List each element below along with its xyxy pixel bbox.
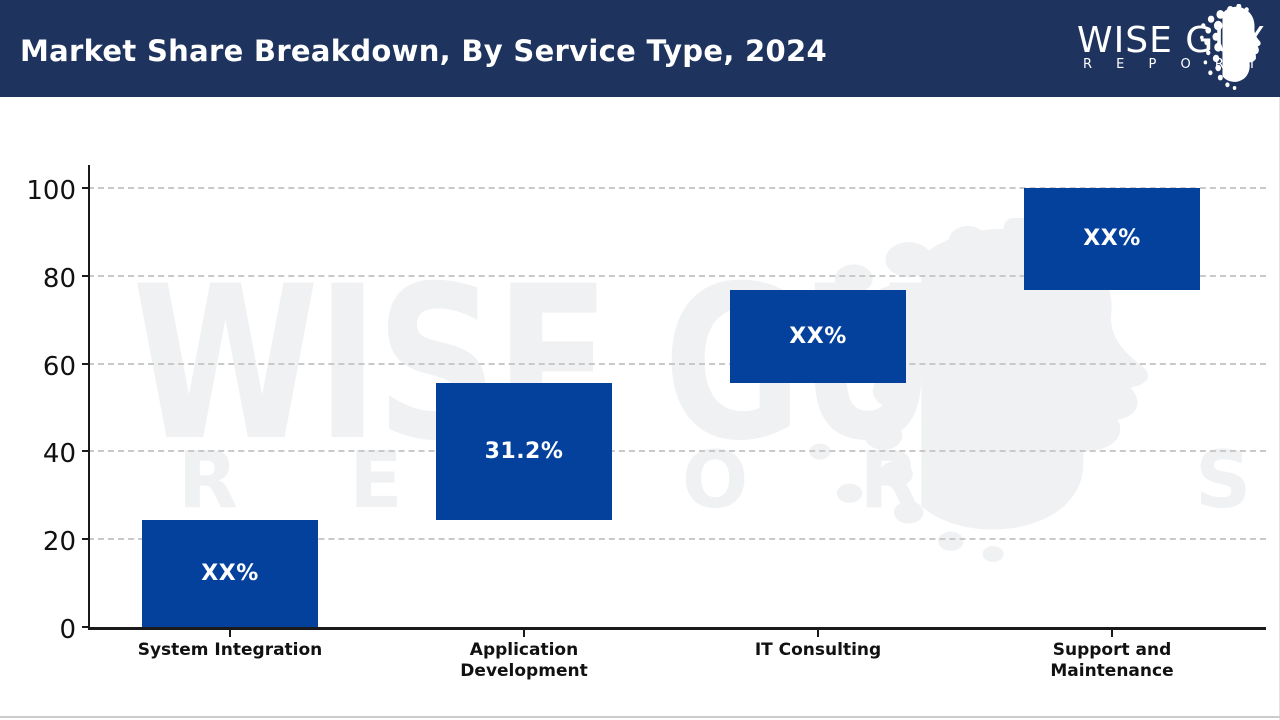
y-tick-label: 60 [42, 351, 76, 382]
y-tick-mark [82, 362, 88, 365]
chart-area: 0 20 40 60 80 100 XX% 31.2% XX% XX% System Integra… [0, 97, 1280, 720]
gridline [88, 450, 1266, 453]
x-category-label: Application Development [374, 640, 674, 682]
y-tick-label: 0 [59, 615, 76, 645]
bar-value-label: 31.2% [484, 439, 564, 465]
bar-value-label: XX% [201, 561, 259, 587]
y-tick-label: 80 [42, 263, 76, 294]
y-tick-mark [82, 538, 88, 541]
y-tick-mark [82, 274, 88, 277]
x-category-label-line: System Integration [137, 640, 323, 660]
y-tick-label: 40 [42, 439, 76, 470]
y-tick-label: 100 [26, 176, 76, 206]
x-tick-mark [1111, 630, 1113, 637]
y-tick-mark [82, 187, 88, 189]
x-tick-mark [523, 630, 525, 637]
x-axis-line [88, 627, 1266, 630]
y-tick-label: 20 [42, 527, 76, 558]
bar: XX% [730, 289, 906, 384]
bar: XX% [142, 520, 318, 627]
x-category-label-line: IT Consulting [754, 640, 882, 660]
x-category-label-line: Development [460, 661, 588, 681]
x-category-label-line: Maintenance [1050, 661, 1174, 681]
bar: 31.2% [436, 383, 612, 521]
gridline [88, 187, 1266, 189]
y-tick-mark [82, 626, 88, 628]
x-category-label-line: Application [469, 640, 579, 660]
logo-face-icon [1200, 4, 1261, 90]
x-tick-mark [229, 630, 231, 637]
gridline [88, 274, 1266, 277]
x-category-label-line: Support and [1052, 640, 1172, 660]
y-tick-mark [82, 450, 88, 453]
header: Market Share Breakdown, By Service Type,… [0, 0, 1280, 97]
gridline [88, 362, 1266, 365]
x-tick-mark [817, 630, 819, 637]
x-category-label: Support and Maintenance [962, 640, 1262, 682]
bar-value-label: XX% [1083, 226, 1141, 252]
bottom-border [0, 716, 1280, 718]
bar-value-label: XX% [789, 324, 847, 350]
page-title: Market Share Breakdown, By Service Type,… [20, 34, 827, 68]
y-axis-line [88, 165, 90, 630]
bar: XX% [1024, 188, 1200, 290]
x-category-label: System Integration [80, 640, 380, 661]
x-category-label: IT Consulting [668, 640, 968, 661]
gridline [88, 538, 1266, 541]
wiseguy-logo: WISE GUY R E P O R T S [1033, 2, 1280, 97]
